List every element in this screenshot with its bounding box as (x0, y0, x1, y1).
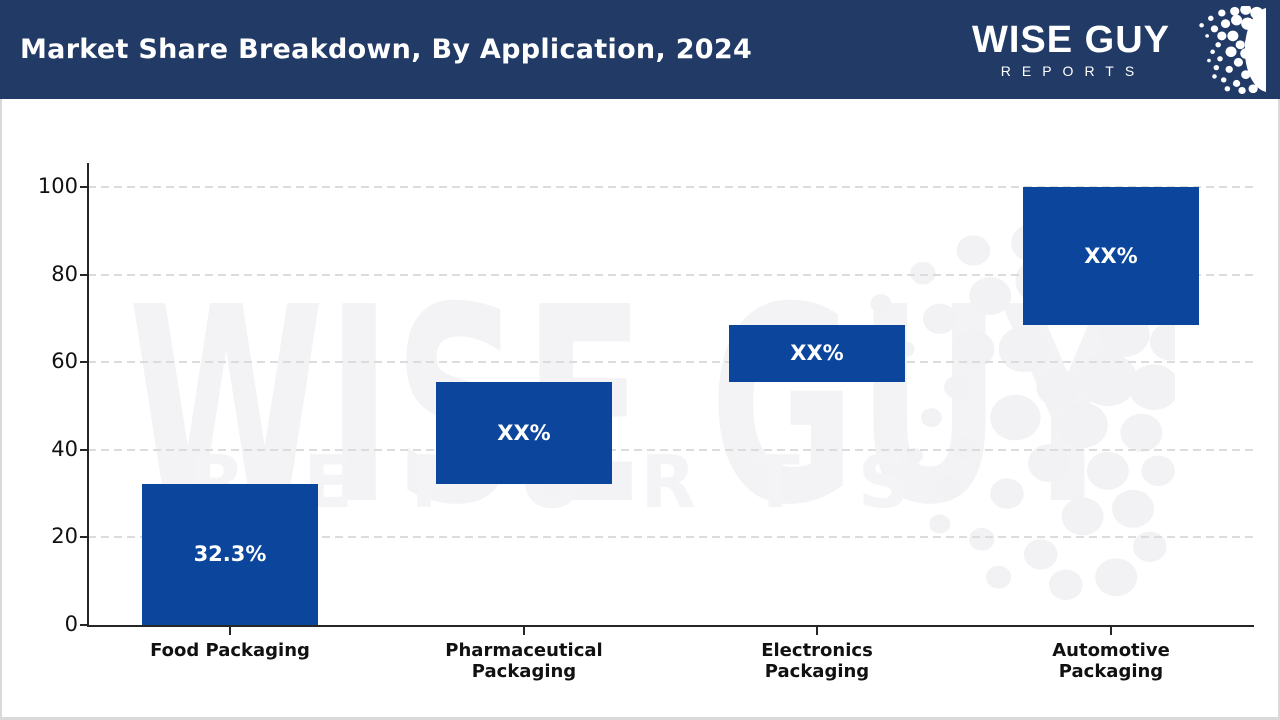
x-axis-tick (523, 627, 525, 635)
chart-title: Market Share Breakdown, By Application, … (20, 34, 753, 65)
bar-segment: XX% (1023, 187, 1199, 325)
wiseguy-logo: WISE GUY REPORTS (972, 5, 1280, 94)
x-axis-tick (1110, 627, 1112, 635)
grid-line (88, 536, 1254, 539)
y-tick-label: 60 (51, 349, 78, 374)
bar-value-label: XX% (497, 420, 551, 445)
bar-segment: 32.3% (142, 483, 318, 625)
x-axis-tick (229, 627, 231, 635)
y-tick-label: 100 (37, 174, 78, 198)
category-label: Automotive Packaging (1052, 640, 1170, 682)
y-tick-label: 0 (64, 612, 78, 636)
bar-value-label: XX% (1084, 243, 1138, 268)
header-bar: Market Share Breakdown, By Application, … (0, 0, 1280, 99)
bar-value-label: XX% (790, 341, 844, 366)
category-label: Pharmaceutical Packaging (445, 640, 603, 682)
y-axis-tick (80, 624, 88, 626)
logo-face-icon (1199, 5, 1266, 94)
y-axis-tick (80, 361, 88, 364)
y-tick-label: 80 (51, 261, 78, 286)
y-axis-tick (80, 448, 88, 451)
logo-brand-text: WISE GUY (971, 18, 1170, 61)
grid-line (88, 448, 1254, 451)
y-axis-tick (80, 536, 88, 539)
logo-text: WISE GUY REPORTS (972, 21, 1170, 79)
y-axis-tick (80, 273, 88, 276)
y-axis-line (87, 163, 89, 627)
y-axis-tick (80, 186, 88, 188)
bar-segment: XX% (436, 381, 612, 484)
x-axis-tick (816, 627, 818, 635)
logo-sub-text: REPORTS (1000, 62, 1146, 79)
grid-line (88, 273, 1254, 276)
y-tick-label: 40 (51, 436, 78, 461)
grid-line (88, 186, 1254, 188)
bar-segment: XX% (729, 324, 905, 382)
grid-line (88, 361, 1254, 364)
x-axis-line (87, 625, 1254, 627)
category-label: Food Packaging (150, 640, 310, 661)
y-tick-label: 20 (51, 524, 78, 549)
category-label: Electronics Packaging (761, 640, 873, 682)
bar-value-label: 32.3% (193, 542, 267, 567)
